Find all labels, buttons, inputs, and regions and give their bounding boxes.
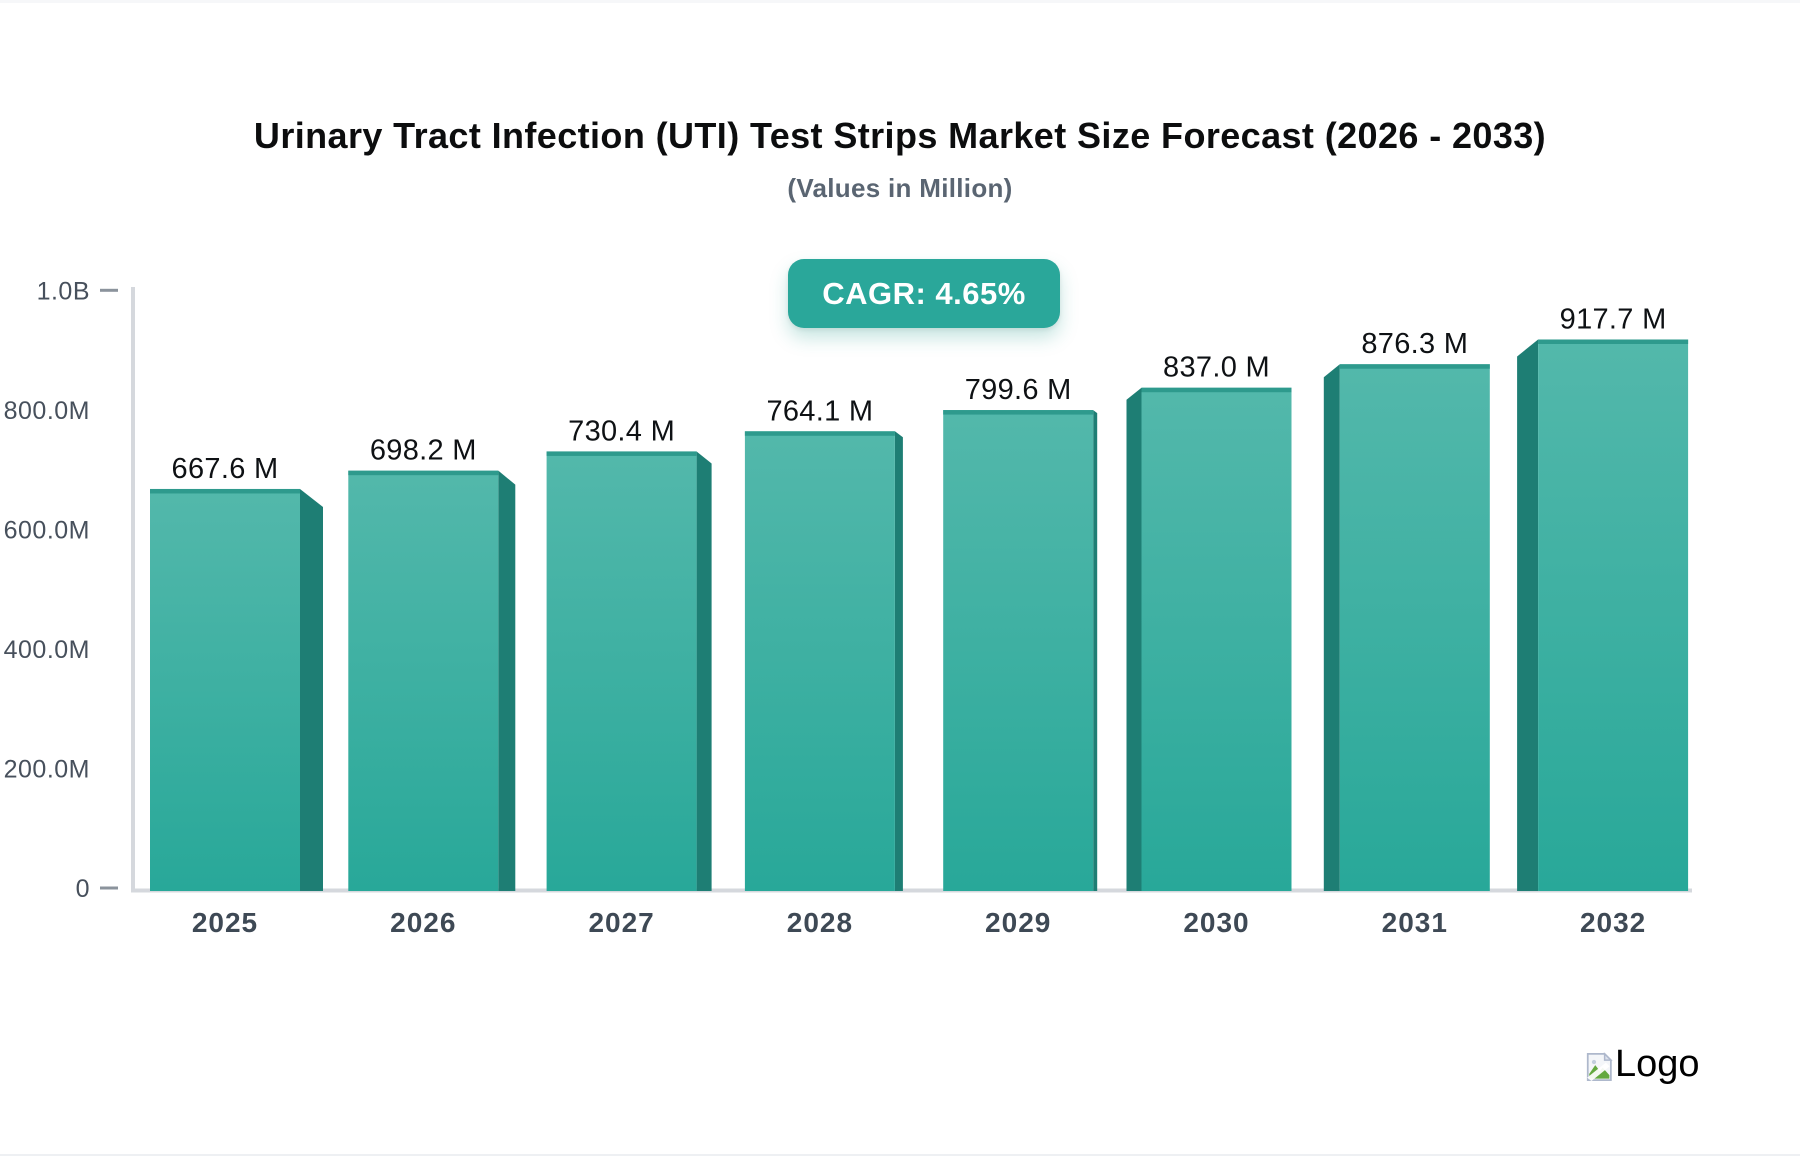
bar-front-face bbox=[744, 431, 895, 891]
bar-front-face bbox=[1339, 364, 1490, 892]
x-axis-label: 2030 bbox=[1183, 907, 1249, 938]
logo[interactable]: Logo bbox=[1584, 1041, 1700, 1087]
x-axis-label: 2031 bbox=[1382, 907, 1448, 938]
bar-2030[interactable]: 837.0 M 2030 bbox=[1126, 352, 1292, 938]
y-axis-tick bbox=[100, 288, 118, 292]
bar-side-face bbox=[1126, 387, 1142, 891]
bar-chart: 0 200.0M 400.0M 600.0M 800.0M 1.0B 667.6 M 2025… bbox=[4, 277, 1692, 938]
bar-side-face bbox=[1517, 339, 1539, 891]
x-axis-label: 2027 bbox=[588, 907, 654, 938]
bar-value-label: 730.4 M bbox=[568, 415, 675, 447]
y-axis-label: 800.0M bbox=[4, 397, 90, 425]
bar-value-label: 698.2 M bbox=[370, 435, 477, 467]
bar-side-face bbox=[300, 488, 323, 891]
y-axis-label: 1.0B bbox=[37, 277, 90, 305]
bar-front-face bbox=[1538, 339, 1689, 891]
chart-subtitle: (Values in Million) bbox=[787, 173, 1013, 203]
x-axis-line bbox=[131, 888, 1692, 893]
bar-front-face bbox=[1141, 387, 1292, 891]
bar-front-face bbox=[943, 410, 1094, 891]
bar-2028[interactable]: 764.1 M 2028 bbox=[744, 395, 903, 938]
bar-front-face bbox=[348, 470, 499, 891]
bar-value-label: 876.3 M bbox=[1361, 328, 1468, 360]
bar-side-face bbox=[894, 431, 903, 891]
x-axis-label: 2026 bbox=[390, 907, 456, 938]
bar-value-label: 917.7 M bbox=[1560, 303, 1667, 335]
bar-front-face bbox=[546, 451, 697, 891]
bar-side-face bbox=[1093, 410, 1098, 891]
bar-top-edge bbox=[1538, 339, 1689, 344]
y-axis-label: 600.0M bbox=[4, 516, 90, 544]
logo-alt-text: Logo bbox=[1615, 1043, 1700, 1085]
x-axis-label: 2032 bbox=[1580, 907, 1646, 938]
bar-top-edge bbox=[150, 488, 300, 494]
bar-top-edge bbox=[1339, 364, 1490, 369]
bar-2032[interactable]: 917.7 M 2032 bbox=[1517, 303, 1689, 938]
bar-value-label: 764.1 M bbox=[766, 395, 873, 427]
y-axis-tick bbox=[100, 886, 118, 890]
bar-2027[interactable]: 730.4 M 2027 bbox=[546, 415, 712, 938]
bar-top-edge bbox=[1141, 387, 1292, 393]
chart-title: Urinary Tract Infection (UTI) Test Strip… bbox=[253, 115, 1547, 156]
x-axis-label: 2028 bbox=[787, 907, 853, 938]
bar-value-label: 667.6 M bbox=[172, 453, 279, 485]
broken-image-icon bbox=[1584, 1047, 1614, 1082]
bar-value-label: 799.6 M bbox=[965, 374, 1072, 406]
y-axis-line bbox=[131, 287, 135, 893]
bar-top-edge bbox=[943, 410, 1094, 415]
bar-2025[interactable]: 667.6 M 2025 bbox=[150, 453, 323, 938]
bar-front-face bbox=[150, 488, 300, 891]
cagr-badge: CAGR: 4.65% bbox=[788, 259, 1060, 328]
bar-side-face bbox=[696, 451, 712, 891]
x-axis-label: 2029 bbox=[985, 907, 1051, 938]
y-axis-label: 200.0M bbox=[4, 755, 90, 783]
bar-top-edge bbox=[546, 451, 697, 456]
bar-side-face bbox=[498, 470, 516, 891]
x-axis-label: 2025 bbox=[192, 907, 258, 938]
y-axis-label: 0 bbox=[76, 875, 90, 903]
cagr-badge-label: CAGR: 4.65% bbox=[822, 275, 1026, 311]
bar-top-edge bbox=[348, 470, 499, 476]
bar-value-label: 837.0 M bbox=[1163, 352, 1270, 384]
bar-2029[interactable]: 799.6 M 2029 bbox=[943, 374, 1098, 938]
y-axis-label: 400.0M bbox=[4, 636, 90, 664]
bar-2026[interactable]: 698.2 M 2026 bbox=[348, 435, 516, 938]
bar-top-edge bbox=[744, 431, 895, 436]
bar-2031[interactable]: 876.3 M 2031 bbox=[1323, 328, 1490, 938]
bar-side-face bbox=[1323, 364, 1340, 892]
